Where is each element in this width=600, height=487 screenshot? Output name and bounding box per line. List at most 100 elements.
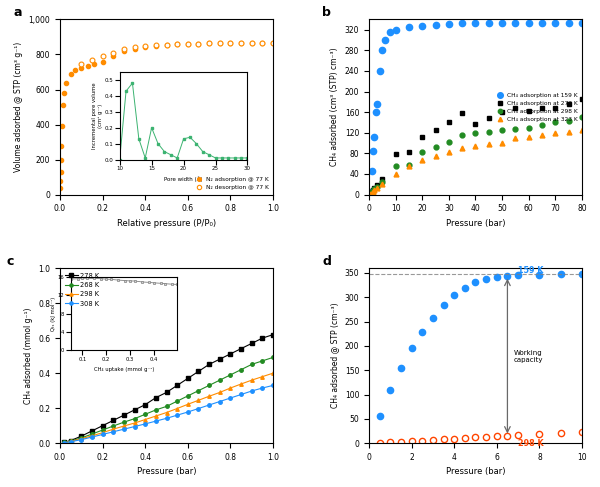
CH₄ adsorption at 298 K — [538, 122, 545, 128]
CH₄ adsorption at 159 K — [578, 20, 586, 26]
298 K — [206, 393, 213, 399]
Line: CH₄ adsorption at 323 K: CH₄ adsorption at 323 K — [368, 128, 584, 196]
278 K — [78, 433, 85, 439]
N₂ desorption @ 77 K — [131, 45, 138, 51]
CH₄ adsorption at 323 K — [525, 134, 532, 140]
CH₄ adsorption at 273 K — [578, 96, 586, 102]
298 K — [248, 377, 256, 383]
CH₄ adsorption at 298 K — [472, 130, 479, 136]
N₂ adsorption @ 77 K — [57, 178, 64, 184]
Legend: 278 K, 268 K, 298 K, 308 K: 278 K, 268 K, 298 K, 308 K — [64, 271, 100, 308]
308 K — [99, 431, 106, 437]
Line: N₂ adsorption @ 77 K: N₂ adsorption @ 77 K — [58, 41, 275, 189]
CH₄ adsorption at 323 K — [368, 190, 375, 196]
Line: 298 K: 298 K — [62, 372, 275, 444]
CH₄ adsorption at 298 K — [370, 188, 377, 194]
278 K — [269, 332, 277, 337]
278 K — [61, 439, 68, 445]
N₂ adsorption @ 77 K — [184, 41, 191, 47]
N₂ adsorption @ 77 K — [56, 185, 64, 190]
CH₄ adsorption at 273 K — [472, 121, 479, 127]
298 K — [61, 440, 68, 446]
308 K — [121, 426, 128, 432]
N₂ adsorption @ 77 K — [142, 45, 149, 51]
298 K — [216, 390, 223, 395]
298 K — [67, 438, 74, 444]
268 K — [216, 377, 223, 383]
N₂ adsorption @ 77 K — [259, 40, 266, 46]
298 K — [227, 385, 234, 391]
CH₄ adsorption at 273 K — [405, 150, 412, 155]
CH₄ adsorption at 273 K — [367, 190, 374, 196]
N₂ adsorption @ 77 K — [58, 143, 65, 149]
298 K — [259, 374, 266, 379]
CH₄ adsorption at 298 K — [485, 129, 493, 135]
CH₄ adsorption at 159 K — [371, 134, 378, 140]
308 K — [78, 437, 85, 443]
CH₄ adsorption at 323 K — [432, 153, 439, 159]
CH₄ adsorption at 273 K — [432, 127, 439, 133]
308 K — [163, 415, 170, 421]
CH₄ adsorption at 273 K — [525, 108, 532, 114]
X-axis label: Pressure (bar): Pressure (bar) — [446, 219, 505, 228]
Y-axis label: CH₄ adsorbed (cm³ (STP) cm⁻³): CH₄ adsorbed (cm³ (STP) cm⁻³) — [330, 48, 339, 167]
CH₄ adsorption at 298 K — [371, 187, 378, 192]
N₂ adsorption @ 77 K — [67, 71, 74, 76]
CH₄ adsorption at 159 K — [379, 47, 386, 53]
N₂ desorption @ 77 K — [142, 43, 149, 49]
268 K — [173, 398, 181, 404]
CH₄ adsorption at 298 K — [367, 190, 374, 196]
N₂ desorption @ 77 K — [110, 50, 117, 56]
268 K — [61, 440, 68, 446]
N₂ adsorption @ 77 K — [61, 90, 68, 96]
278 K — [195, 369, 202, 375]
278 K — [163, 390, 170, 395]
CH₄ adsorption at 298 K — [392, 163, 399, 169]
CH₄ adsorption at 159 K — [419, 23, 426, 29]
CH₄ adsorption at 159 K — [370, 148, 377, 154]
CH₄ adsorption at 323 K — [405, 163, 412, 169]
278 K — [152, 395, 160, 401]
CH₄ adsorption at 159 K — [538, 20, 545, 26]
CH₄ adsorption at 323 K — [565, 129, 572, 135]
N₂ adsorption @ 77 K — [131, 46, 138, 52]
CH₄ adsorption at 159 K — [376, 68, 383, 74]
CH₄ adsorption at 159 K — [405, 24, 412, 30]
CH₄ adsorption at 273 K — [419, 134, 426, 140]
Y-axis label: CH₄ adsorbed @ STP (cm⁻³): CH₄ adsorbed @ STP (cm⁻³) — [330, 303, 339, 409]
CH₄ adsorption at 298 K — [405, 162, 412, 168]
268 K — [99, 427, 106, 433]
Legend: N₂ adsorption @ 77 K, N₂ desorption @ 77 K: N₂ adsorption @ 77 K, N₂ desorption @ 77… — [191, 176, 270, 192]
N₂ adsorption @ 77 K — [163, 42, 170, 48]
308 K — [269, 382, 277, 388]
268 K — [142, 412, 149, 417]
CH₄ adsorption at 273 K — [373, 182, 380, 188]
CH₄ adsorption at 273 K — [371, 186, 378, 191]
CH₄ adsorption at 159 K — [367, 189, 374, 195]
CH₄ adsorption at 273 K — [538, 105, 545, 111]
CH₄ adsorption at 323 K — [373, 186, 380, 191]
Text: b: b — [322, 6, 331, 19]
CH₄ adsorption at 159 K — [512, 20, 519, 26]
CH₄ adsorption at 159 K — [432, 22, 439, 28]
N₂ desorption @ 77 K — [248, 40, 256, 46]
CH₄ adsorption at 298 K — [458, 132, 466, 138]
CH₄ adsorption at 323 K — [379, 181, 386, 187]
268 K — [227, 372, 234, 378]
N₂ adsorption @ 77 K — [238, 40, 245, 46]
298 K — [99, 430, 106, 435]
N₂ desorption @ 77 K — [99, 53, 106, 59]
N₂ desorption @ 77 K — [238, 40, 245, 46]
N₂ adsorption @ 77 K — [110, 53, 117, 59]
Y-axis label: Volume adsorbed @ STP (cm³ g⁻¹): Volume adsorbed @ STP (cm³ g⁻¹) — [14, 42, 23, 172]
308 K — [67, 439, 74, 445]
CH₄ adsorption at 273 K — [458, 110, 466, 116]
CH₄ adsorption at 159 K — [565, 20, 572, 26]
N₂ adsorption @ 77 K — [173, 41, 181, 47]
N₂ desorption @ 77 K — [259, 40, 266, 46]
Line: N₂ desorption @ 77 K: N₂ desorption @ 77 K — [79, 41, 275, 67]
N₂ desorption @ 77 K — [152, 42, 160, 48]
CH₄ adsorption at 273 K — [552, 105, 559, 111]
CH₄ adsorption at 273 K — [499, 109, 506, 115]
CH₄ adsorption at 298 K — [368, 189, 375, 195]
